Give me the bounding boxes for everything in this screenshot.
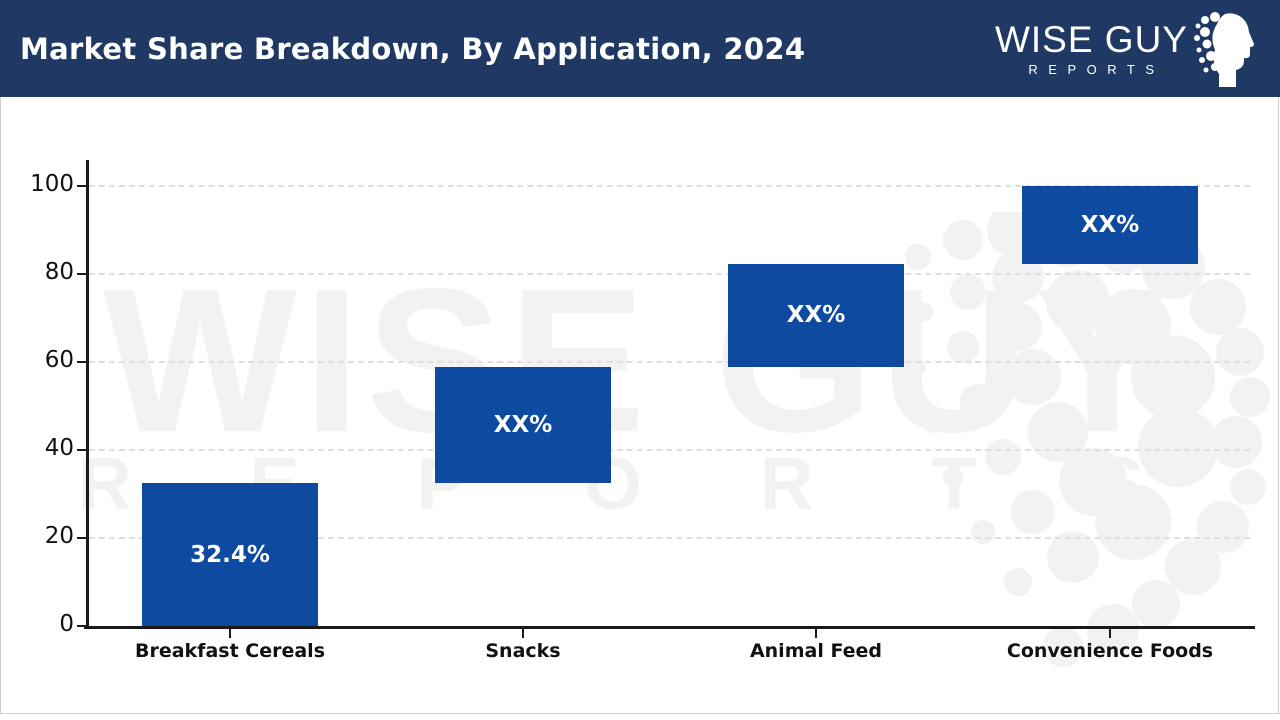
page-border-bottom xyxy=(0,713,1280,714)
gridline-40 xyxy=(89,449,1250,451)
bar-segment: 32.4% xyxy=(142,483,318,626)
y-tick-mark-0 xyxy=(77,625,86,627)
bar-segment: XX% xyxy=(728,263,904,367)
y-tick-label-100: 100 xyxy=(30,171,74,197)
bar-value-label: XX% xyxy=(786,302,846,329)
x-category-label: Animal Feed xyxy=(749,640,883,662)
x-tick-mark-1 xyxy=(229,629,231,638)
y-tick-mark-100 xyxy=(77,185,86,187)
gridline-100 xyxy=(89,185,1250,187)
bar-value-label: XX% xyxy=(493,412,553,439)
bar-value-label: 32.4% xyxy=(190,541,270,568)
logo-subname-label: REPORTS xyxy=(1028,61,1165,77)
bar-value-label: XX% xyxy=(1080,211,1140,238)
x-category-label: Snacks xyxy=(485,640,561,662)
x-tick-mark-3 xyxy=(815,629,817,638)
y-tick-label-0: 0 xyxy=(59,611,74,637)
page-title: Market Share Breakdown, By Application, … xyxy=(20,31,806,66)
wiseguy-logo-text: WISE GUY REPORTS xyxy=(995,21,1188,77)
logo-name-label: WISE GUY xyxy=(994,18,1188,60)
x-tick-mark-4 xyxy=(1109,629,1111,638)
x-category-label: Breakfast Cereals xyxy=(134,640,326,662)
wiseguy-logo: WISE GUY REPORTS xyxy=(995,11,1254,87)
dotted-head-icon xyxy=(1194,11,1254,87)
y-tick-mark-40 xyxy=(77,449,86,451)
x-axis-line xyxy=(84,626,1255,629)
bar-segment: XX% xyxy=(1022,186,1198,264)
bar-segment: XX% xyxy=(435,366,611,484)
y-tick-label-20: 20 xyxy=(44,523,74,549)
gridline-60 xyxy=(89,361,1250,363)
gridline-80 xyxy=(89,273,1250,275)
page-border-right xyxy=(1278,97,1279,714)
y-tick-mark-20 xyxy=(77,537,86,539)
y-tick-label-40: 40 xyxy=(44,435,74,461)
watermark-dotted-head-icon xyxy=(905,212,1270,667)
gridline-20 xyxy=(89,537,1250,539)
y-tick-mark-60 xyxy=(77,361,86,363)
y-tick-mark-80 xyxy=(77,273,86,275)
page-border-left xyxy=(0,97,1,714)
y-tick-label-60: 60 xyxy=(44,347,74,373)
header-banner: Market Share Breakdown, By Application, … xyxy=(0,0,1280,97)
x-tick-mark-2 xyxy=(522,629,524,638)
y-tick-label-80: 80 xyxy=(44,259,74,285)
y-axis-line xyxy=(86,160,89,629)
x-category-label: Convenience Foods xyxy=(1006,640,1214,662)
